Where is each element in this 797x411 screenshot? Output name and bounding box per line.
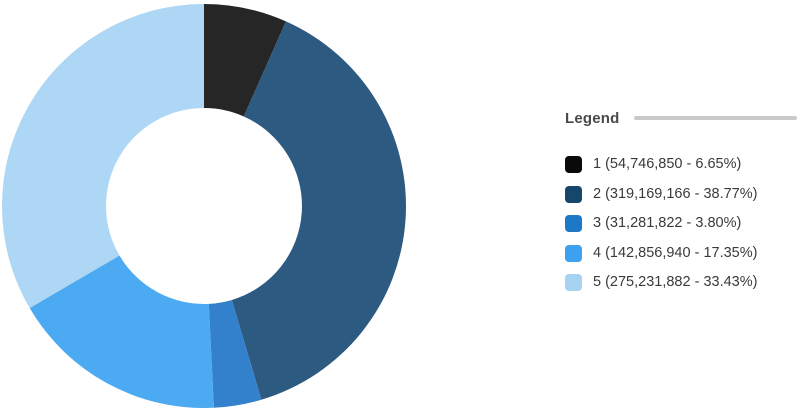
- legend-item-5[interactable]: 5 (275,231,882 - 33.43%): [565, 274, 797, 291]
- legend-header: Legend: [565, 108, 797, 128]
- legend-item-2[interactable]: 2 (319,169,166 - 38.77%): [565, 185, 797, 203]
- pie-slice-5[interactable]: [2, 4, 205, 309]
- legend-title: Legend: [565, 109, 620, 127]
- legend-label: 1 (54,746,850 - 6.65%): [593, 156, 742, 172]
- legend-label: 5 (275,231,882 - 33.43%): [593, 274, 758, 290]
- legend-swatch-4: [565, 244, 582, 262]
- pie-slice-3[interactable]: [208, 299, 262, 408]
- legend-swatch-3: [565, 215, 582, 232]
- legend-items: 1 (54,746,850 - 6.65%) 2 (319,169,166 - 3…: [565, 156, 797, 291]
- legend-item-3[interactable]: 3 (31,281,822 - 3.80%): [565, 215, 797, 232]
- pie-slice-4[interactable]: [29, 255, 214, 409]
- legend-label: 2 (319,169,166 - 38.77%): [593, 185, 758, 202]
- donut-chart: [2, 4, 406, 409]
- pie-slice-2[interactable]: [231, 21, 406, 400]
- legend-swatch-1: [565, 156, 582, 173]
- legend-swatch-2: [565, 185, 582, 203]
- legend-item-4[interactable]: 4 (142,856,940 - 17.35%): [565, 244, 797, 262]
- chart-legend: Legend 1 (54,746,850 - 6.65%) 2 (319,169,…: [565, 108, 797, 291]
- legend-label: 3 (31,281,822 - 3.80%): [593, 215, 742, 231]
- pie-slice-1[interactable]: [204, 4, 286, 117]
- legend-item-1[interactable]: 1 (54,746,850 - 6.65%): [565, 156, 797, 173]
- legend-divider: [633, 116, 797, 120]
- legend-swatch-5: [565, 274, 582, 291]
- legend-label: 4 (142,856,940 - 17.35%): [593, 244, 758, 261]
